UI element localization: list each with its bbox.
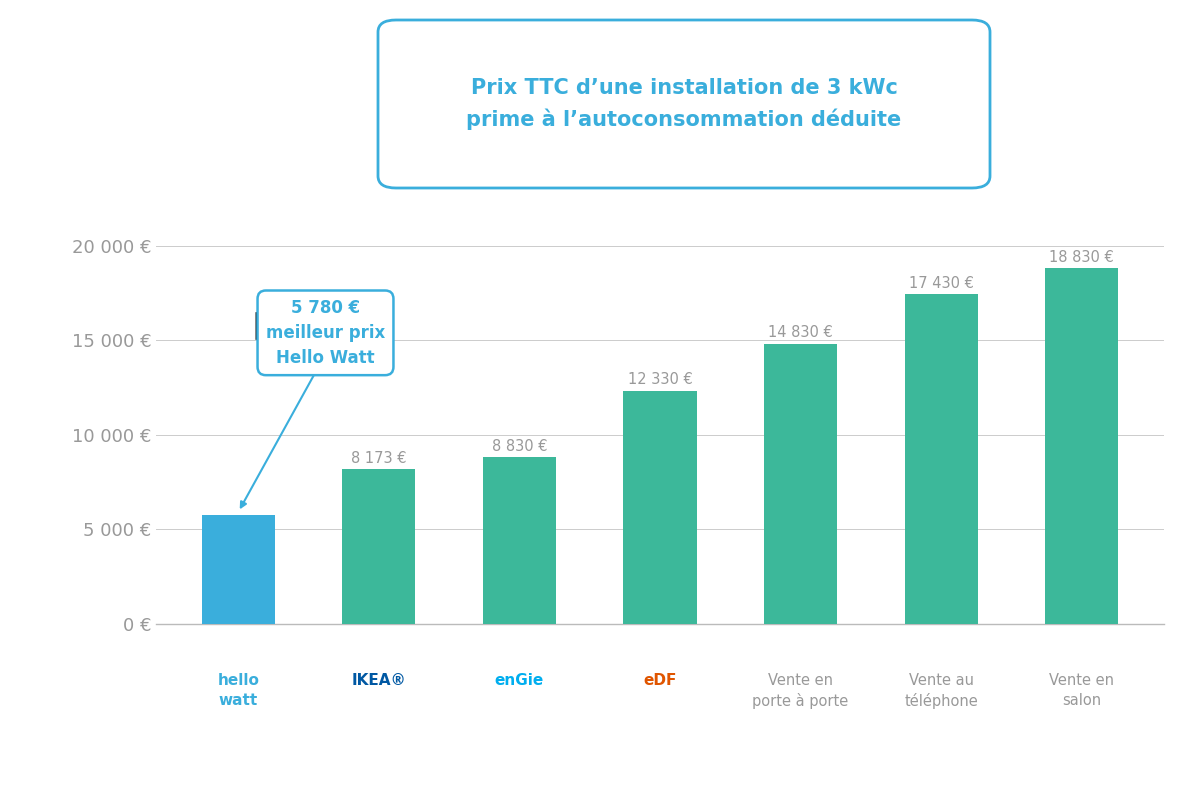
Text: 17 430 €: 17 430 €: [908, 276, 973, 291]
Text: hello
watt: hello watt: [217, 673, 259, 708]
Bar: [482, 457, 556, 624]
Text: eDF: eDF: [643, 673, 677, 688]
Text: 18 830 €: 18 830 €: [1049, 250, 1114, 265]
Text: Vente en
porte à porte: Vente en porte à porte: [752, 673, 848, 710]
Bar: [905, 294, 978, 624]
Bar: [624, 391, 696, 624]
Text: Prix TTC d’une installation de 3 kWc
prime à l’autoconsommation déduite: Prix TTC d’une installation de 3 kWc pri…: [467, 78, 901, 130]
Bar: [342, 470, 415, 624]
Text: Vente au
téléphone: Vente au téléphone: [905, 673, 978, 710]
Text: 14 830 €: 14 830 €: [768, 325, 833, 340]
Text: 💡: 💡: [253, 310, 271, 340]
Text: 12 330 €: 12 330 €: [628, 373, 692, 387]
Text: IKEA®: IKEA®: [352, 673, 407, 688]
Bar: [764, 343, 838, 624]
Text: 8 830 €: 8 830 €: [492, 438, 547, 454]
Bar: [1045, 268, 1118, 624]
Text: enGie: enGie: [494, 673, 544, 688]
Text: 8 173 €: 8 173 €: [352, 451, 407, 466]
Bar: [202, 514, 275, 624]
Text: 5 780 €
meilleur prix
Hello Watt: 5 780 € meilleur prix Hello Watt: [266, 299, 385, 367]
Text: Vente en
salon: Vente en salon: [1049, 673, 1114, 708]
